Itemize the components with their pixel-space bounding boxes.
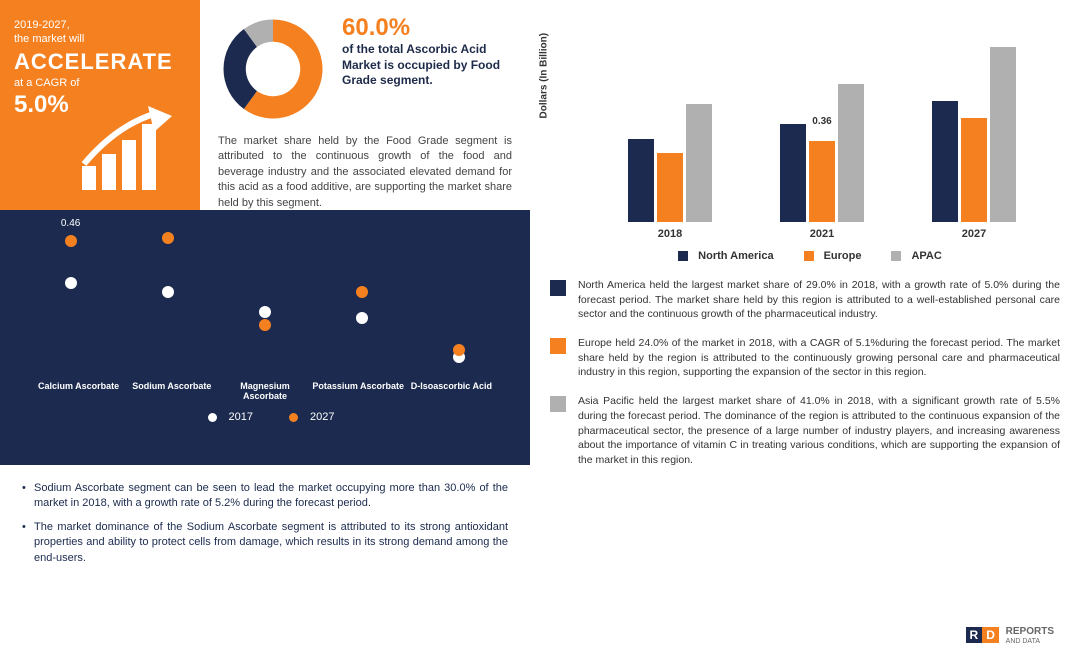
accelerate-box: 2019-2027, the market will ACCELERATE at… [0, 0, 200, 210]
region-list: North America held the largest market sh… [550, 268, 1060, 627]
bar-category-label: 2021 [810, 228, 834, 240]
bar-chart-area: Dollars (In Billion) 0.36 201820212027 N… [550, 25, 1060, 260]
scatter-xaxis: Calcium AscorbateSodium AscorbateMagnesi… [22, 381, 508, 401]
bar-rect [932, 101, 958, 222]
bar-rect [838, 84, 864, 222]
scatter-point [65, 235, 77, 247]
bar-legend: North America Europe APAC [550, 250, 1060, 262]
bar-plot: 0.36 [594, 35, 1050, 222]
bar-group [932, 47, 1016, 222]
logo-r: R [966, 627, 983, 643]
scatter-category-label: D-Isoascorbic Acid [405, 381, 498, 401]
scatter-value-label: 0.46 [61, 218, 80, 229]
bar-rect [780, 124, 806, 222]
logo-sub: AND DATA [1006, 638, 1040, 645]
region-color-icon [550, 338, 566, 354]
bar-legend-item: North America [668, 250, 773, 262]
bar-category-label: 2018 [658, 228, 682, 240]
scatter-point [356, 286, 368, 298]
logo: RD REPORTS AND DATA [550, 627, 1060, 646]
donut-slice [224, 29, 257, 109]
bar-ylabel: Dollars (In Billion) [539, 32, 550, 118]
bar-group [780, 84, 864, 222]
donut-text: 60.0% of the total Ascorbic Acid Market … [342, 14, 512, 89]
scatter-category-label: Calcium Ascorbate [32, 381, 125, 401]
scatter-point [162, 232, 174, 244]
region-text: Asia Pacific held the largest market sha… [578, 394, 1060, 467]
left-column: 2019-2027, the market will ACCELERATE at… [0, 0, 530, 655]
bar-legend-item: Europe [794, 250, 862, 262]
bar-xlabels: 2018 2021 2027 [594, 228, 1050, 242]
accel-word: ACCELERATE [14, 49, 186, 75]
top-left-row: 2019-2027, the market will ACCELERATE at… [0, 0, 530, 210]
scatter-section: 0.46 Calcium AscorbateSodium AscorbateMa… [0, 210, 530, 465]
bar-rect [686, 104, 712, 222]
accel-line1: the market will [14, 32, 186, 46]
infographic-page: 2019-2027, the market will ACCELERATE at… [0, 0, 1080, 655]
scatter-point [65, 277, 77, 289]
scatter-point [259, 306, 271, 318]
bar-rect [961, 118, 987, 222]
right-column: Dollars (In Billion) 0.36 2018 2021 2027 N… [530, 0, 1080, 655]
region-text: Europe held 24.0% of the market in 2018,… [578, 336, 1060, 380]
donut-body: The market share held by the Food Grade … [218, 134, 512, 211]
region-color-icon [550, 396, 566, 412]
scatter-legend-item: 2027 [277, 411, 334, 423]
scatter-point [356, 312, 368, 324]
logo-text: REPORTS [1006, 626, 1054, 637]
scatter-legend-item: 2017 [196, 411, 253, 423]
bar-rect [628, 139, 654, 222]
bullet-item: The market dominance of the Sodium Ascor… [22, 520, 508, 566]
bullet-item: Sodium Ascorbate segment can be seen to … [22, 481, 508, 512]
donut-row: 60.0% of the total Ascorbic Acid Market … [218, 14, 512, 124]
bar-rect [809, 141, 835, 222]
bar-category-label: 2027 [962, 228, 986, 240]
scatter-category-label: Potassium Ascorbate [312, 381, 405, 401]
accel-range: 2019-2027, [14, 18, 186, 32]
bar-rect [657, 153, 683, 222]
bullet-list: Sodium Ascorbate segment can be seen to … [0, 465, 530, 590]
scatter-chart: 0.46 [22, 228, 508, 373]
region-item: Europe held 24.0% of the market in 2018,… [550, 336, 1060, 380]
donut-section: 60.0% of the total Ascorbic Acid Market … [200, 0, 530, 210]
logo-d: D [982, 627, 999, 643]
donut-desc: of the total Ascorbic Acid Market is occ… [342, 42, 512, 89]
scatter-legend: 2017 2027 [22, 411, 508, 423]
scatter-point [162, 286, 174, 298]
region-text: North America held the largest market sh… [578, 278, 1060, 322]
region-item: Asia Pacific held the largest market sha… [550, 394, 1060, 467]
scatter-point [453, 344, 465, 356]
scatter-point [259, 319, 271, 331]
growth-arrow-icon [76, 106, 186, 196]
scatter-category-label: Magnesium Ascorbate [218, 381, 311, 401]
scatter-category-label: Sodium Ascorbate [125, 381, 218, 401]
donut-chart [218, 14, 328, 124]
bar-legend-item: APAC [881, 250, 941, 262]
bar-rect [990, 47, 1016, 222]
accel-line2: at a CAGR of [14, 77, 186, 89]
donut-stat: 60.0% [342, 14, 512, 42]
region-item: North America held the largest market sh… [550, 278, 1060, 322]
region-color-icon [550, 280, 566, 296]
bar-group [628, 104, 712, 222]
